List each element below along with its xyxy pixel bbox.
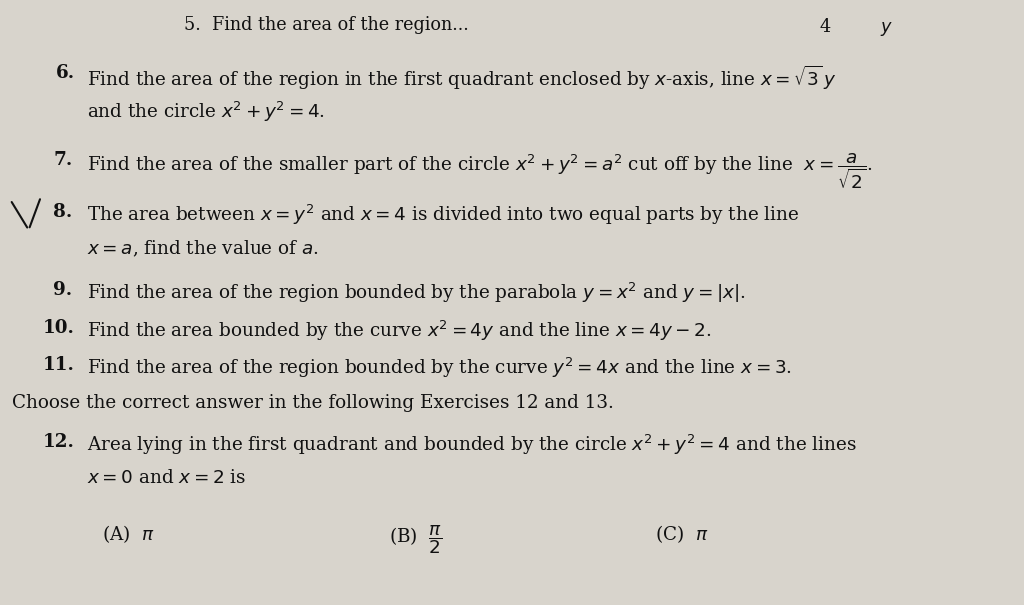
Text: 7.: 7. bbox=[53, 151, 73, 169]
Text: Find the area of the region in the first quadrant enclosed by $x$-axis, line $x : Find the area of the region in the first… bbox=[87, 64, 837, 91]
Text: Area lying in the first quadrant and bounded by the circle $x^2 + y^2 = 4$ and t: Area lying in the first quadrant and bou… bbox=[87, 433, 857, 457]
Text: The area between $x = y^2$ and $x = 4$ is divided into two equal parts by the li: The area between $x = y^2$ and $x = 4$ i… bbox=[87, 203, 800, 227]
Text: 11.: 11. bbox=[43, 356, 75, 374]
Text: 5.  Find the area of the region...: 5. Find the area of the region... bbox=[184, 16, 469, 34]
Text: 12.: 12. bbox=[43, 433, 75, 451]
Text: Choose the correct answer in the following Exercises 12 and 13.: Choose the correct answer in the followi… bbox=[12, 394, 614, 413]
Text: Find the area of the region bounded by the parabola $y = x^2$ and $y = |x|$.: Find the area of the region bounded by t… bbox=[87, 281, 745, 306]
Text: and the circle $x^2 + y^2 = 4$.: and the circle $x^2 + y^2 = 4$. bbox=[87, 100, 325, 124]
Text: (A)  $\pi$: (A) $\pi$ bbox=[102, 523, 155, 545]
Text: Find the area bounded by the curve $x^2 = 4y$ and the line $x = 4y - 2$.: Find the area bounded by the curve $x^2 … bbox=[87, 319, 712, 343]
Text: Find the area of the smaller part of the circle $x^2 + y^2 = a^2$ cut off by the: Find the area of the smaller part of the… bbox=[87, 151, 872, 191]
Text: 4         $y$: 4 $y$ bbox=[819, 16, 894, 38]
Text: (C)  $\pi$: (C) $\pi$ bbox=[655, 523, 709, 545]
Text: Find the area of the region bounded by the curve $y^2 = 4x$ and the line $x = 3$: Find the area of the region bounded by t… bbox=[87, 356, 792, 380]
Text: 10.: 10. bbox=[43, 319, 75, 337]
Text: 8.: 8. bbox=[53, 203, 73, 221]
Text: (B)  $\dfrac{\pi}{2}$: (B) $\dfrac{\pi}{2}$ bbox=[389, 523, 442, 556]
Text: 9.: 9. bbox=[53, 281, 73, 299]
Text: $x = 0$ and $x = 2$ is: $x = 0$ and $x = 2$ is bbox=[87, 469, 246, 487]
Text: $x = a$, find the value of $a$.: $x = a$, find the value of $a$. bbox=[87, 239, 318, 260]
Text: 6.: 6. bbox=[56, 64, 76, 82]
